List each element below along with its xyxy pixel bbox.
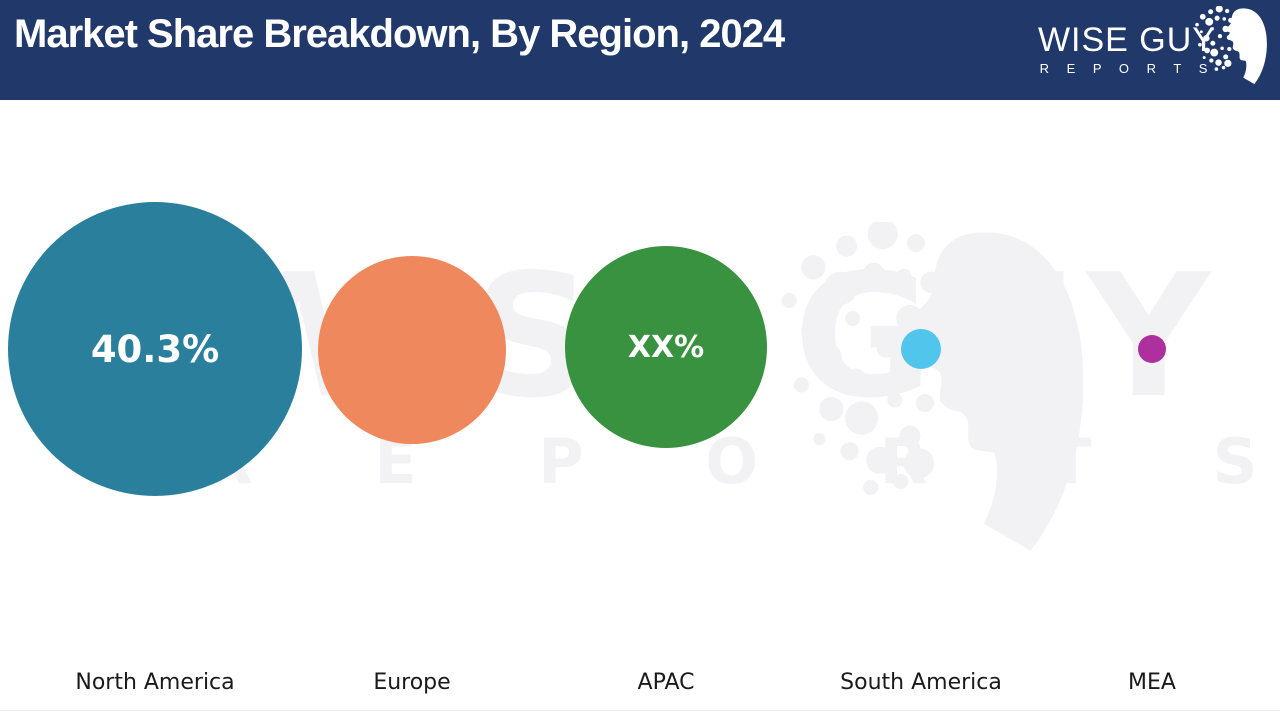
logo-subtitle: R E P O R T S — [1039, 61, 1215, 77]
logo-wordmark: WISE GUY — [1037, 20, 1216, 59]
category-label-mea: MEA — [1128, 670, 1176, 695]
category-label-apac: APAC — [637, 670, 695, 695]
bubble-value-label-apac: XX% — [627, 329, 705, 365]
logo-text: WISE GUY R E P O R T S — [1037, 20, 1216, 77]
watermark-subtitle: R E P O R T S — [205, 425, 1280, 498]
bubble-north-america: 40.3% — [8, 202, 302, 496]
chart-title: Market Share Breakdown, By Region, 2024 — [14, 12, 785, 56]
wise-guy-reports-logo: WISE GUY R E P O R T S — [1038, 6, 1270, 92]
watermark-dotted-head-icon — [781, 222, 1084, 551]
bubble-south-america — [901, 329, 941, 369]
header-bar: Market Share Breakdown, By Region, 2024 … — [0, 0, 1280, 100]
category-label-south-america: South America — [840, 670, 1002, 695]
bubble-europe — [318, 256, 506, 444]
category-label-north-america: North America — [75, 670, 235, 695]
chart-baseline — [0, 710, 1280, 711]
bubble-value-label-north-america: 40.3% — [90, 327, 220, 371]
category-label-europe: Europe — [373, 670, 451, 695]
bubble-apac: XX% — [565, 246, 767, 448]
dotted-head-profile-icon — [1195, 6, 1267, 85]
bubble-mea — [1138, 335, 1166, 363]
